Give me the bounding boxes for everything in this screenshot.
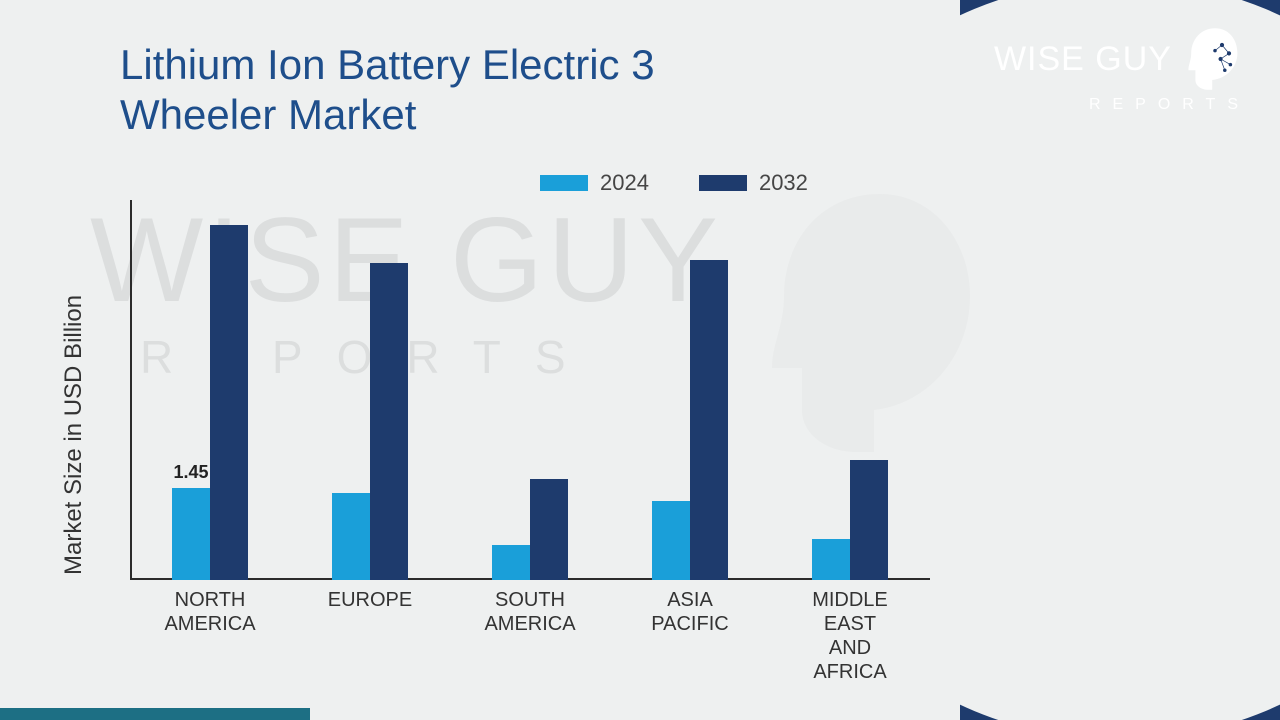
legend-item-2032: 2032 bbox=[699, 170, 808, 196]
bar bbox=[530, 479, 568, 580]
logo-line1-text: WISE GUY bbox=[994, 40, 1172, 79]
logo-line2-text: REPORTS bbox=[994, 96, 1250, 114]
legend-label-2032: 2032 bbox=[759, 170, 808, 196]
logo-line1-row: WISE GUY bbox=[994, 24, 1250, 94]
bar bbox=[690, 260, 728, 580]
bar-value-label: 1.45 bbox=[172, 462, 210, 483]
bar bbox=[492, 545, 530, 580]
x-axis-label: SOUTHAMERICA bbox=[465, 588, 595, 684]
x-axis-label: ASIAPACIFIC bbox=[625, 588, 755, 684]
legend-label-2024: 2024 bbox=[600, 170, 649, 196]
y-axis-label: Market Size in USD Billion bbox=[60, 295, 88, 575]
chart-canvas: WISE GUY REPORTS Lithium Ion Battery Ele… bbox=[0, 0, 1280, 720]
legend: 2024 2032 bbox=[540, 170, 808, 196]
bar-group bbox=[332, 263, 408, 580]
bar bbox=[370, 263, 408, 580]
x-axis-labels: NORTHAMERICA EUROPE SOUTHAMERICA ASIAPACIFI… bbox=[130, 588, 930, 684]
chart-plot-area: 1.45 bbox=[130, 200, 930, 580]
bar bbox=[332, 493, 370, 580]
brand-logo: WISE GUY REPORTS bbox=[994, 24, 1250, 114]
bar bbox=[812, 539, 850, 580]
bar bbox=[652, 501, 690, 580]
x-axis-label: EUROPE bbox=[305, 588, 435, 684]
legend-swatch-2032 bbox=[699, 175, 747, 191]
bar-group bbox=[492, 479, 568, 580]
bar bbox=[210, 225, 248, 580]
bar-group bbox=[812, 460, 888, 580]
chart-title: Lithium Ion Battery Electric 3 Wheeler M… bbox=[120, 40, 820, 141]
legend-swatch-2024 bbox=[540, 175, 588, 191]
bar-group bbox=[652, 260, 728, 580]
bar-group: 1.45 bbox=[172, 225, 248, 580]
bottom-strip bbox=[0, 708, 310, 720]
legend-item-2024: 2024 bbox=[540, 170, 649, 196]
logo-head-icon bbox=[1180, 24, 1250, 94]
bar-groups: 1.45 bbox=[130, 200, 930, 580]
x-axis-label: NORTHAMERICA bbox=[145, 588, 275, 684]
bar: 1.45 bbox=[172, 488, 210, 580]
x-axis-label: MIDDLEEASTANDAFRICA bbox=[785, 588, 915, 684]
bar bbox=[850, 460, 888, 580]
